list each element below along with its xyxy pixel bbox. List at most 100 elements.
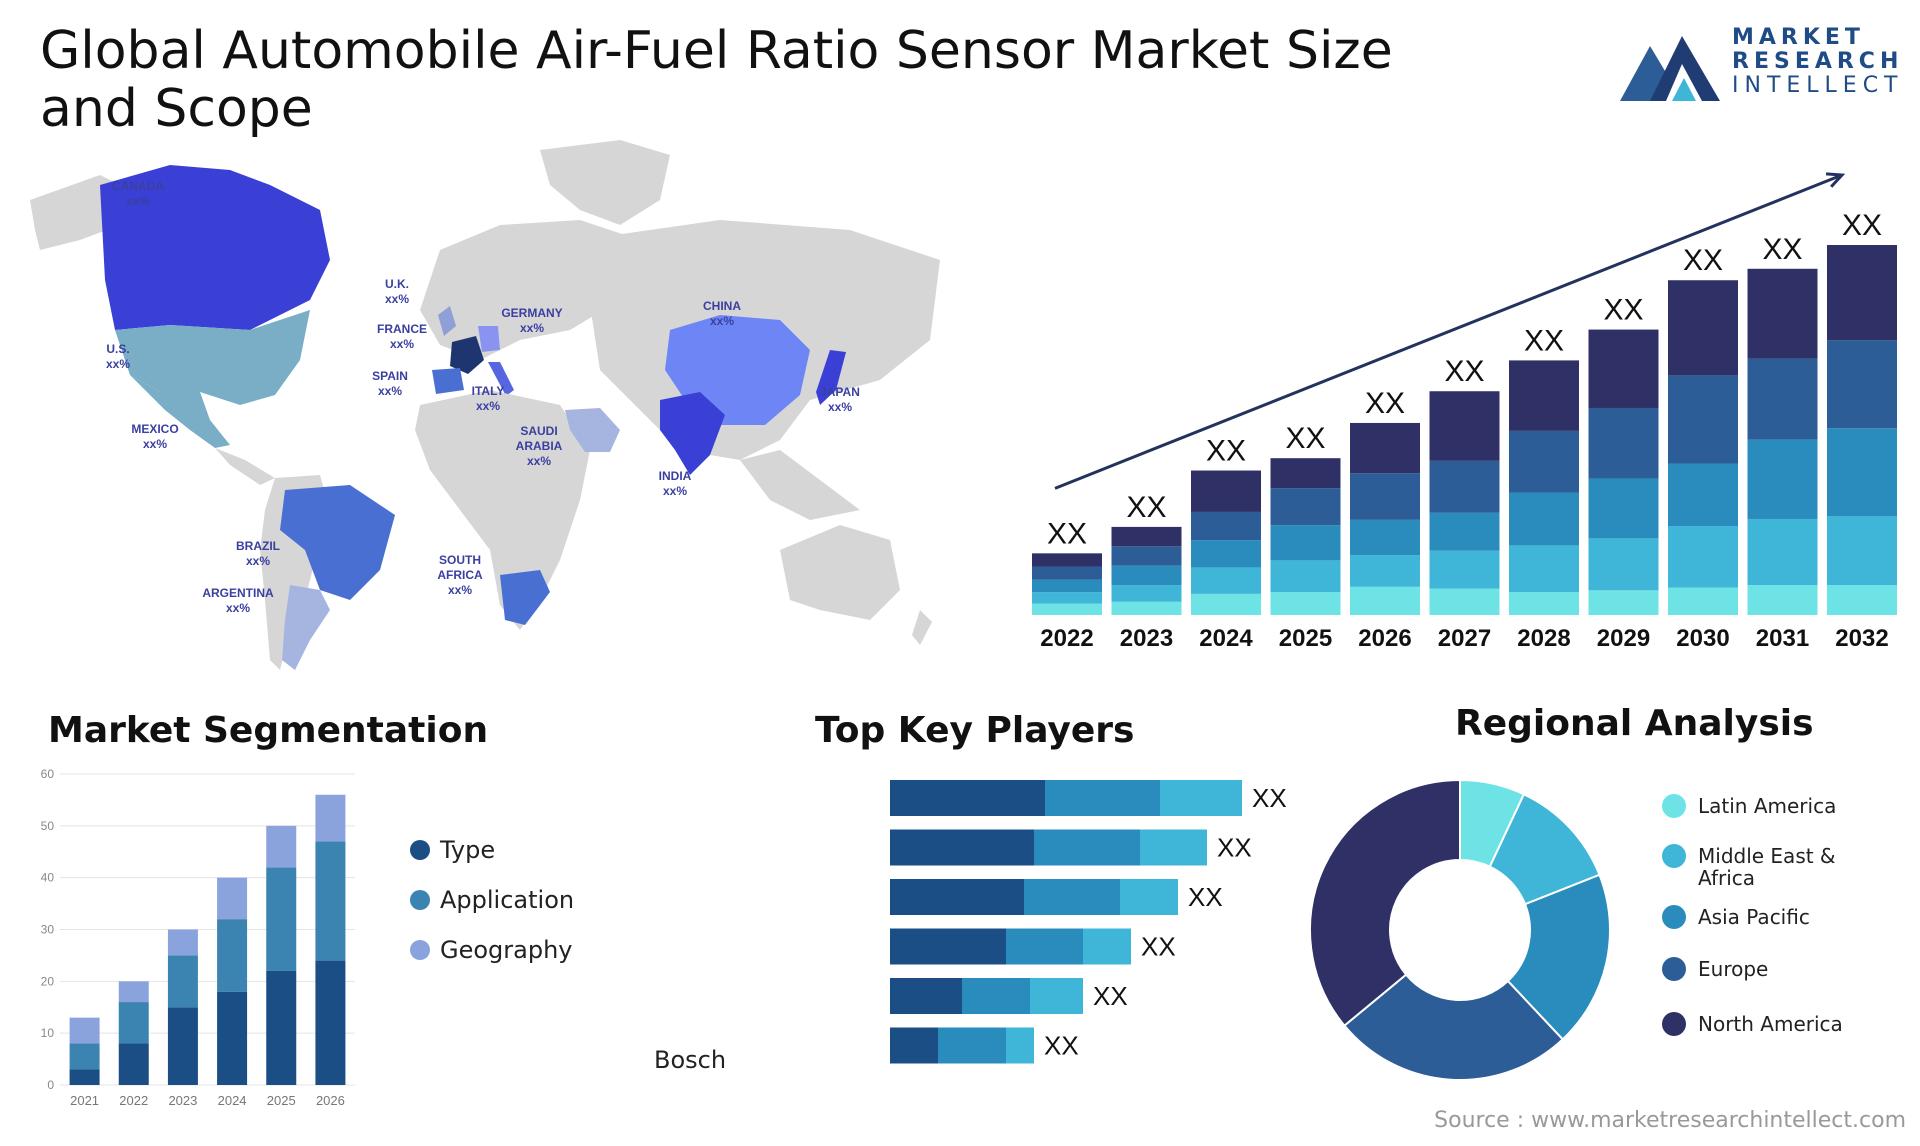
map-land xyxy=(30,140,940,670)
legend-swatch-middle-east-africa xyxy=(1662,844,1686,868)
year-label-2025: 2025 xyxy=(1279,625,1332,652)
bar-segment-2023-1 xyxy=(1111,585,1182,602)
player-value-label-1: XX xyxy=(1217,833,1252,863)
bar-segment-2026-1 xyxy=(1350,555,1420,587)
bar-value-label-2030: XX xyxy=(1683,244,1723,277)
map-label-france: FRANCE xx% xyxy=(377,322,427,351)
map-southeast-asia xyxy=(740,450,860,520)
bar-segment-2031-3 xyxy=(1747,358,1818,440)
legend-item-application: Application xyxy=(410,886,574,914)
year-label-2027: 2027 xyxy=(1438,625,1491,652)
bar-segment-2022-4 xyxy=(1032,553,1102,567)
seg-bar-2024-geography xyxy=(217,877,248,920)
map-germany xyxy=(478,326,500,352)
bar-value-label-2029: XX xyxy=(1603,294,1643,327)
legend-item-north-america: North America xyxy=(1662,1012,1892,1036)
seg-xtick-2022: 2022 xyxy=(119,1093,148,1108)
bar-segment-2024-3 xyxy=(1191,511,1261,541)
bar-segment-2028-0 xyxy=(1509,592,1579,615)
map-label-mexico: MEXICO xx% xyxy=(131,422,178,451)
legend-label-middle-east-africa: Middle East & Africa xyxy=(1698,844,1836,890)
player-value-label-3: XX xyxy=(1141,932,1176,962)
legend-label-north-america: North America xyxy=(1698,1012,1843,1036)
map-label-us: U.S. xx% xyxy=(106,342,130,371)
bar-segment-2023-3 xyxy=(1111,546,1182,566)
bar-value-label-2025: XX xyxy=(1285,422,1325,455)
map-australia xyxy=(780,525,900,620)
bar-segment-2029-3 xyxy=(1588,407,1659,479)
bar-segment-2029-4 xyxy=(1588,329,1659,408)
bar-value-label-2026: XX xyxy=(1365,387,1405,420)
year-label-2028: 2028 xyxy=(1517,625,1570,652)
company-logo: MARKET RESEARCH INTELLECT xyxy=(1620,26,1900,106)
seg-bar-2023-application xyxy=(167,955,198,1008)
bar-segment-2022-0 xyxy=(1032,603,1102,615)
map-saudi-arabia xyxy=(565,408,620,452)
map-label-india: INDIA xx% xyxy=(659,469,692,498)
map-new-zealand xyxy=(912,610,932,645)
bar-segment-2030-2 xyxy=(1668,463,1738,527)
seg-ytick-50: 50 xyxy=(41,819,55,833)
key-players-title: Top Key Players xyxy=(815,710,1135,751)
bar-segment-2027-0 xyxy=(1429,588,1500,615)
donut-slice-europe xyxy=(1343,973,1565,1081)
bar-segment-2024-1 xyxy=(1191,567,1261,594)
year-label-2024: 2024 xyxy=(1199,625,1253,652)
year-label-2029: 2029 xyxy=(1597,625,1650,652)
bar-segment-2024-4 xyxy=(1191,470,1261,512)
bar-segment-2031-0 xyxy=(1747,585,1818,615)
seg-bar-2025-geography xyxy=(266,825,297,868)
bar-segment-2023-0 xyxy=(1111,601,1182,615)
source-credit: Source : www.marketresearchintellect.com xyxy=(1434,1108,1906,1133)
bar-segment-2022-2 xyxy=(1032,579,1102,593)
player-bar-2-2 xyxy=(1120,879,1178,915)
bar-value-label-2023: XX xyxy=(1126,491,1166,524)
legend-item-latin-america: Latin America xyxy=(1662,794,1892,818)
seg-bar-2024-application xyxy=(217,919,248,992)
bar-segment-2032-0 xyxy=(1827,585,1897,615)
legend-item-geography: Geography xyxy=(410,936,573,964)
seg-bar-2022-type xyxy=(118,1043,149,1085)
bar-segment-2028-2 xyxy=(1509,492,1579,546)
player-bar-4-0 xyxy=(890,978,962,1014)
bar-segment-2026-2 xyxy=(1350,519,1420,556)
player-value-label-2: XX xyxy=(1188,882,1223,912)
year-label-2030: 2030 xyxy=(1676,625,1729,652)
map-us xyxy=(115,310,310,405)
bar-segment-2027-2 xyxy=(1429,512,1500,551)
seg-ytick-0: 0 xyxy=(47,1078,54,1092)
map-central-america xyxy=(215,448,275,485)
bar-segment-2032-3 xyxy=(1827,340,1897,429)
bar-segment-2032-4 xyxy=(1827,245,1897,341)
bar-value-label-2027: XX xyxy=(1444,355,1484,388)
map-label-japan: JAPAN xx% xyxy=(820,385,860,414)
map-label-spain: SPAIN xx% xyxy=(372,369,408,398)
player-bar-1-2 xyxy=(1140,829,1207,866)
year-label-2031: 2031 xyxy=(1756,625,1809,652)
bar-segment-2025-3 xyxy=(1270,488,1341,526)
bar-segment-2031-1 xyxy=(1747,518,1818,586)
map-south-africa xyxy=(500,570,550,625)
seg-xtick-2025: 2025 xyxy=(267,1093,296,1108)
bar-segment-2030-1 xyxy=(1668,526,1738,588)
legend-item-type: Type xyxy=(410,836,495,864)
year-label-2032: 2032 xyxy=(1835,625,1888,652)
bar-segment-2030-3 xyxy=(1668,375,1738,464)
regional-donut-chart xyxy=(1309,778,1611,1081)
bar-segment-2029-1 xyxy=(1588,538,1659,591)
bar-value-label-2031: XX xyxy=(1762,233,1802,266)
seg-bar-2025-type xyxy=(266,970,297,1085)
player-bar-5-1 xyxy=(938,1027,1006,1064)
seg-bar-2023-geography xyxy=(167,929,198,956)
player-label-bosch: Bosch xyxy=(654,1046,727,1074)
player-bar-4-1 xyxy=(962,978,1030,1014)
map-italy xyxy=(488,362,514,396)
bar-segment-2028-3 xyxy=(1509,430,1579,493)
bar-segment-2028-1 xyxy=(1509,545,1579,593)
map-label-south-africa: SOUTH AFRICA xx% xyxy=(437,553,483,597)
seg-bar-2021-application xyxy=(69,1043,100,1070)
seg-bar-2021-type xyxy=(69,1069,100,1085)
seg-ytick-60: 60 xyxy=(41,767,55,781)
player-bar-4-2 xyxy=(1030,978,1083,1014)
